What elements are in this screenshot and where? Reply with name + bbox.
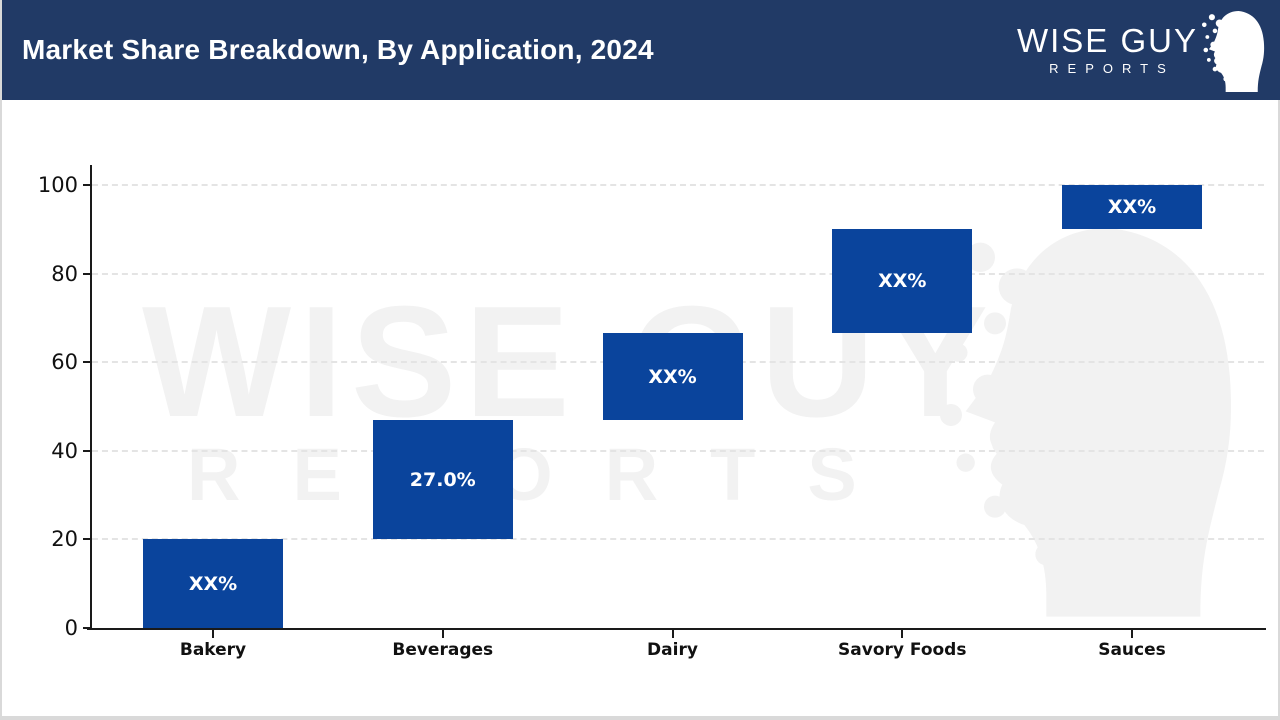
- y-tick-label: 60: [51, 350, 78, 375]
- bar-value-label: XX%: [1107, 196, 1157, 219]
- watermark-head-profile: [932, 228, 1232, 617]
- page-title: Market Share Breakdown, By Application, …: [22, 34, 654, 65]
- bar-value-label: XX%: [878, 270, 927, 293]
- gridline: [92, 449, 1264, 452]
- logo-text: WISE GUY REPORTS: [1016, 22, 1198, 77]
- y-tick-label: 100: [37, 173, 78, 198]
- y-tick-mark: [83, 272, 91, 275]
- x-axis-spine: [87, 628, 1266, 630]
- bar-beverages: 27.0%: [372, 419, 513, 540]
- x-tick-label: Savory Foods: [838, 640, 967, 660]
- bar-value-label: 27.0%: [409, 468, 476, 491]
- y-tick-label: 20: [51, 527, 78, 552]
- y-tick-label: 80: [51, 261, 78, 286]
- header-bar: Market Share Breakdown, By Application, …: [2, 0, 1280, 100]
- x-tick-label: Sauces: [1098, 640, 1166, 660]
- logo-wordmark: WISE GUY: [1016, 22, 1198, 59]
- bar-dairy: XX%: [602, 333, 743, 420]
- x-tick-label: Bakery: [179, 640, 247, 660]
- y-tick-mark: [83, 449, 91, 452]
- x-tick-mark: [901, 630, 904, 638]
- bar-sauces: XX%: [1062, 185, 1202, 230]
- bar-savory-foods: XX%: [832, 229, 973, 334]
- watermark-subtext: REPORTS: [187, 433, 909, 516]
- bar-bakery: XX%: [143, 539, 283, 628]
- logo-subtext: REPORTS: [1049, 61, 1175, 76]
- y-tick-label: 0: [64, 616, 78, 640]
- gridline: [92, 184, 1264, 187]
- x-tick-mark: [212, 630, 214, 638]
- x-tick-mark: [671, 630, 674, 638]
- y-tick-mark: [83, 627, 91, 629]
- x-tick-label: Dairy: [647, 640, 698, 660]
- y-axis-spine: [90, 165, 92, 630]
- y-tick-mark: [83, 361, 91, 364]
- y-tick-label: 40: [51, 438, 78, 463]
- bar-value-label: XX%: [188, 572, 238, 595]
- x-tick-mark: [1131, 630, 1133, 638]
- gridline: [92, 272, 1264, 275]
- y-tick-mark: [83, 538, 91, 541]
- x-tick-mark: [441, 630, 444, 638]
- bar-value-label: XX%: [648, 365, 697, 388]
- y-tick-mark: [83, 184, 91, 187]
- x-tick-label: Beverages: [392, 640, 494, 660]
- gridline: [92, 538, 1264, 541]
- wise-guy-reports-logo: WISE GUY REPORTS: [1017, 8, 1268, 92]
- logo-head-profile-icon: [1201, 11, 1265, 92]
